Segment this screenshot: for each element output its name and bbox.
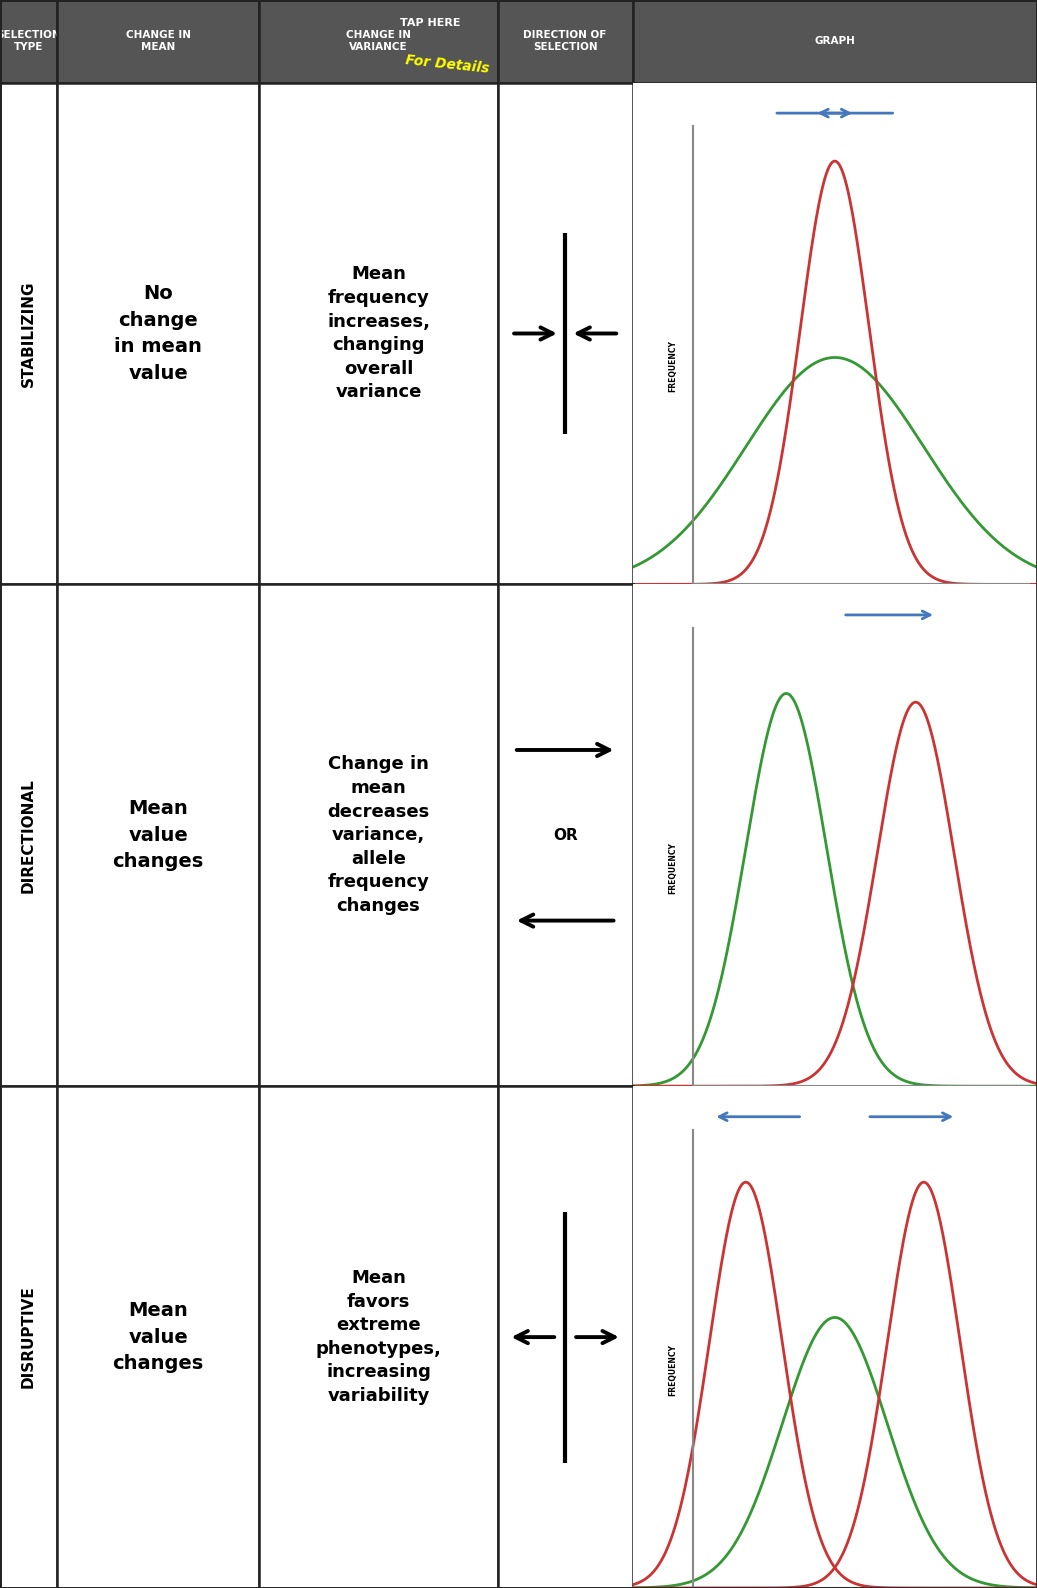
Text: SELECTION
TYPE: SELECTION TYPE [0,30,61,52]
Text: For Details: For Details [404,52,491,76]
Text: Mean
favors
extreme
phenotypes,
increasing
variability: Mean favors extreme phenotypes, increasi… [315,1269,442,1405]
Text: DISRUPTIVE: DISRUPTIVE [21,1286,36,1388]
Text: CHANGE IN
VARIANCE: CHANGE IN VARIANCE [346,30,411,52]
Text: STABILIZING: STABILIZING [21,279,36,387]
Text: FREQUENCY: FREQUENCY [669,1343,677,1396]
Text: Change in
mean
decreases
variance,
allele
frequency
changes: Change in mean decreases variance, allel… [328,756,429,915]
Text: GRAPH: GRAPH [814,37,856,46]
Text: FREQUENCY: FREQUENCY [669,842,677,894]
Text: TAP HERE: TAP HERE [400,17,460,29]
Text: Mean
frequency
increases,
changing
overall
variance: Mean frequency increases, changing overa… [327,265,430,402]
Text: CHANGE IN
MEAN: CHANGE IN MEAN [125,30,191,52]
Text: DIRECTIONAL: DIRECTIONAL [21,778,36,892]
Text: No
change
in mean
value: No change in mean value [114,284,202,383]
Text: FREQUENCY: FREQUENCY [669,340,677,392]
Text: Mean
value
changes: Mean value changes [113,799,203,872]
Text: PHENOTYPE: PHENOTYPE [869,637,922,646]
Text: PHENOTYPE: PHENOTYPE [869,1139,922,1148]
Text: DIRECTION OF
SELECTION: DIRECTION OF SELECTION [524,30,607,52]
Text: OR: OR [553,827,578,843]
Text: Mean
value
changes: Mean value changes [113,1301,203,1374]
